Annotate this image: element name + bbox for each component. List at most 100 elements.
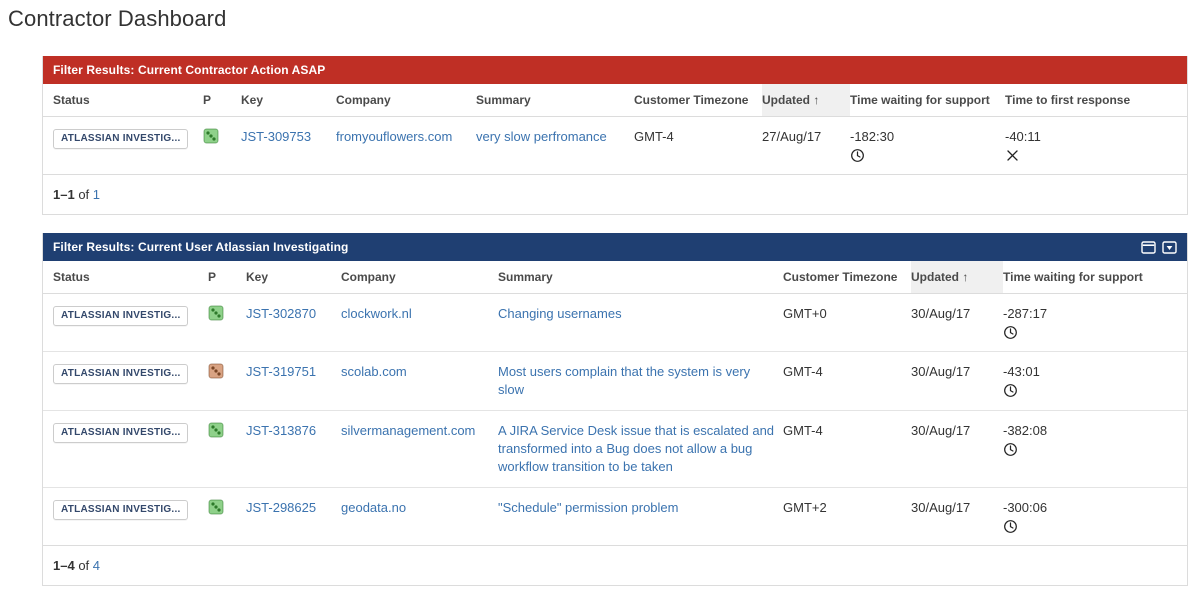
gadget-current-contractor-action-asap: Filter Results: Current Contractor Actio… (42, 56, 1188, 215)
status-badge[interactable]: ATLASSIAN INVESTIG... (53, 364, 188, 384)
column-header-timezone[interactable]: Customer Timezone (634, 84, 762, 117)
gadget-controls (1141, 240, 1177, 254)
cell-status: ATLASSIAN INVESTIG... (43, 116, 203, 175)
company-link[interactable]: geodata.no (341, 500, 407, 515)
cell-company: fromyouflowers.com (336, 116, 476, 175)
column-header-waiting[interactable]: Time waiting for support (1003, 261, 1187, 294)
cell-updated: 30/Aug/17 (911, 487, 1003, 546)
minimize-gadget-icon[interactable] (1141, 240, 1156, 254)
priority-green-icon (208, 305, 238, 321)
cell-issue-key: JST-302870 (246, 293, 341, 352)
cell-status: ATLASSIAN INVESTIG... (43, 293, 208, 352)
table-row[interactable]: ATLASSIAN INVESTIG... JST-309753 fromyoufl… (43, 116, 1187, 175)
column-header-issuekey[interactable]: Key (246, 261, 341, 294)
table-header-row: Status P Key Company Summary Customer Timezon… (43, 261, 1187, 294)
cell-summary: A JIRA Service Desk issue that is escala… (498, 410, 783, 488)
issue-key-link[interactable]: JST-313876 (246, 423, 317, 438)
column-header-label-summary: Summary (476, 93, 531, 107)
results-total-link[interactable]: 4 (92, 558, 101, 573)
column-header-label-priority: P (203, 93, 212, 107)
gadget-title: Filter Results: Current Contractor Actio… (53, 63, 326, 77)
column-header-status[interactable]: Status (43, 84, 203, 117)
company-link[interactable]: scolab.com (341, 364, 407, 379)
column-header-company[interactable]: Company (341, 261, 498, 294)
column-header-label-timezone: Customer Timezone (634, 93, 749, 107)
column-header-waiting[interactable]: Time waiting for support (850, 84, 1005, 117)
gadget-header: Filter Results: Current Contractor Actio… (43, 56, 1187, 84)
status-badge[interactable]: ATLASSIAN INVESTIG... (53, 129, 188, 149)
gadget-current-user-atlassian-investigating: Filter Results: Current User Atlassian I… (42, 233, 1188, 586)
issue-key-link[interactable]: JST-298625 (246, 500, 317, 515)
column-header-updated[interactable]: Updated ↑ (911, 261, 1003, 294)
sla-value: -287:17 (1003, 306, 1048, 321)
cell-customer-timezone: GMT-4 (783, 410, 911, 488)
company-link[interactable]: fromyouflowers.com (336, 129, 453, 144)
priority-orange-icon (208, 363, 238, 379)
cell-status: ATLASSIAN INVESTIG... (43, 487, 208, 546)
clock-icon (1003, 325, 1179, 340)
cell-time-waiting-for-support: -43:01 (1003, 351, 1187, 411)
status-badge[interactable]: ATLASSIAN INVESTIG... (53, 306, 188, 326)
column-header-timezone[interactable]: Customer Timezone (783, 261, 911, 294)
gadget-menu-icon[interactable] (1162, 240, 1177, 254)
status-badge[interactable]: ATLASSIAN INVESTIG... (53, 500, 188, 520)
issue-key-link[interactable]: JST-319751 (246, 364, 317, 379)
results-footer: 1–1 of 1 (43, 175, 1187, 214)
cell-customer-timezone: GMT+2 (783, 487, 911, 546)
column-header-status[interactable]: Status (43, 261, 208, 294)
cell-issue-key: JST-319751 (246, 351, 341, 411)
cell-company: scolab.com (341, 351, 498, 411)
sla-value: -43:01 (1003, 364, 1040, 379)
issues-table: Status P Key Company Summary Customer Timezon… (43, 261, 1187, 546)
column-header-company[interactable]: Company (336, 84, 476, 117)
company-link[interactable]: silvermanagement.com (341, 423, 476, 438)
issue-key-link[interactable]: JST-302870 (246, 306, 317, 321)
column-header-label-company: Company (341, 270, 396, 284)
sla-value: -40:11 (1005, 129, 1041, 144)
column-header-firstres[interactable]: Time to first response (1005, 84, 1187, 117)
column-header-label-waiting: Time waiting for support (1003, 270, 1143, 284)
summary-link[interactable]: "Schedule" permission problem (498, 500, 679, 515)
table-header-row: Status P Key Company Summary Customer Timezon… (43, 84, 1187, 117)
column-header-label-priority: P (208, 270, 217, 284)
table-row[interactable]: ATLASSIAN INVESTIG... JST-302870 clockwork… (43, 293, 1187, 352)
results-of-label: of (78, 558, 90, 573)
cell-priority (208, 410, 246, 488)
results-range: 1–4 (53, 558, 75, 573)
table-row[interactable]: ATLASSIAN INVESTIG... JST-298625 geodata.n… (43, 487, 1187, 546)
issue-key-link[interactable]: JST-309753 (241, 129, 312, 144)
cell-updated: 27/Aug/17 (762, 116, 850, 175)
column-header-updated[interactable]: Updated ↑ (762, 84, 850, 117)
summary-link[interactable]: Most users complain that the system is v… (498, 364, 751, 397)
cell-priority (208, 293, 246, 352)
cell-customer-timezone: GMT-4 (783, 351, 911, 411)
cell-priority (208, 487, 246, 546)
company-link[interactable]: clockwork.nl (341, 306, 412, 321)
cell-updated: 30/Aug/17 (911, 293, 1003, 352)
cell-issue-key: JST-298625 (246, 487, 341, 546)
cell-customer-timezone: GMT+0 (783, 293, 911, 352)
sort-ascending-icon: ↑ (962, 270, 969, 284)
column-header-summary[interactable]: Summary (476, 84, 634, 117)
clock-icon (1003, 383, 1179, 398)
table-row[interactable]: ATLASSIAN INVESTIG... JST-319751 scolab.co… (43, 351, 1187, 411)
column-header-label-firstres: Time to first response (1005, 93, 1131, 107)
summary-link[interactable]: very slow perfromance (476, 129, 607, 144)
column-header-priority[interactable]: P (203, 84, 241, 117)
summary-link[interactable]: Changing usernames (498, 306, 622, 321)
cell-priority (208, 351, 246, 411)
column-header-priority[interactable]: P (208, 261, 246, 294)
column-header-label-status: Status (53, 93, 90, 107)
summary-link[interactable]: A JIRA Service Desk issue that is escala… (498, 423, 775, 474)
table-row[interactable]: ATLASSIAN INVESTIG... JST-313876 silverman… (43, 410, 1187, 488)
column-header-label-issuekey: Key (246, 270, 269, 284)
priority-green-icon (208, 499, 238, 515)
results-total-link[interactable]: 1 (92, 187, 101, 202)
status-badge[interactable]: ATLASSIAN INVESTIG... (53, 423, 188, 443)
cell-customer-timezone: GMT-4 (634, 116, 762, 175)
results-footer: 1–4 of 4 (43, 546, 1187, 585)
priority-green-icon (203, 128, 233, 144)
column-header-issuekey[interactable]: Key (241, 84, 336, 117)
column-header-summary[interactable]: Summary (498, 261, 783, 294)
